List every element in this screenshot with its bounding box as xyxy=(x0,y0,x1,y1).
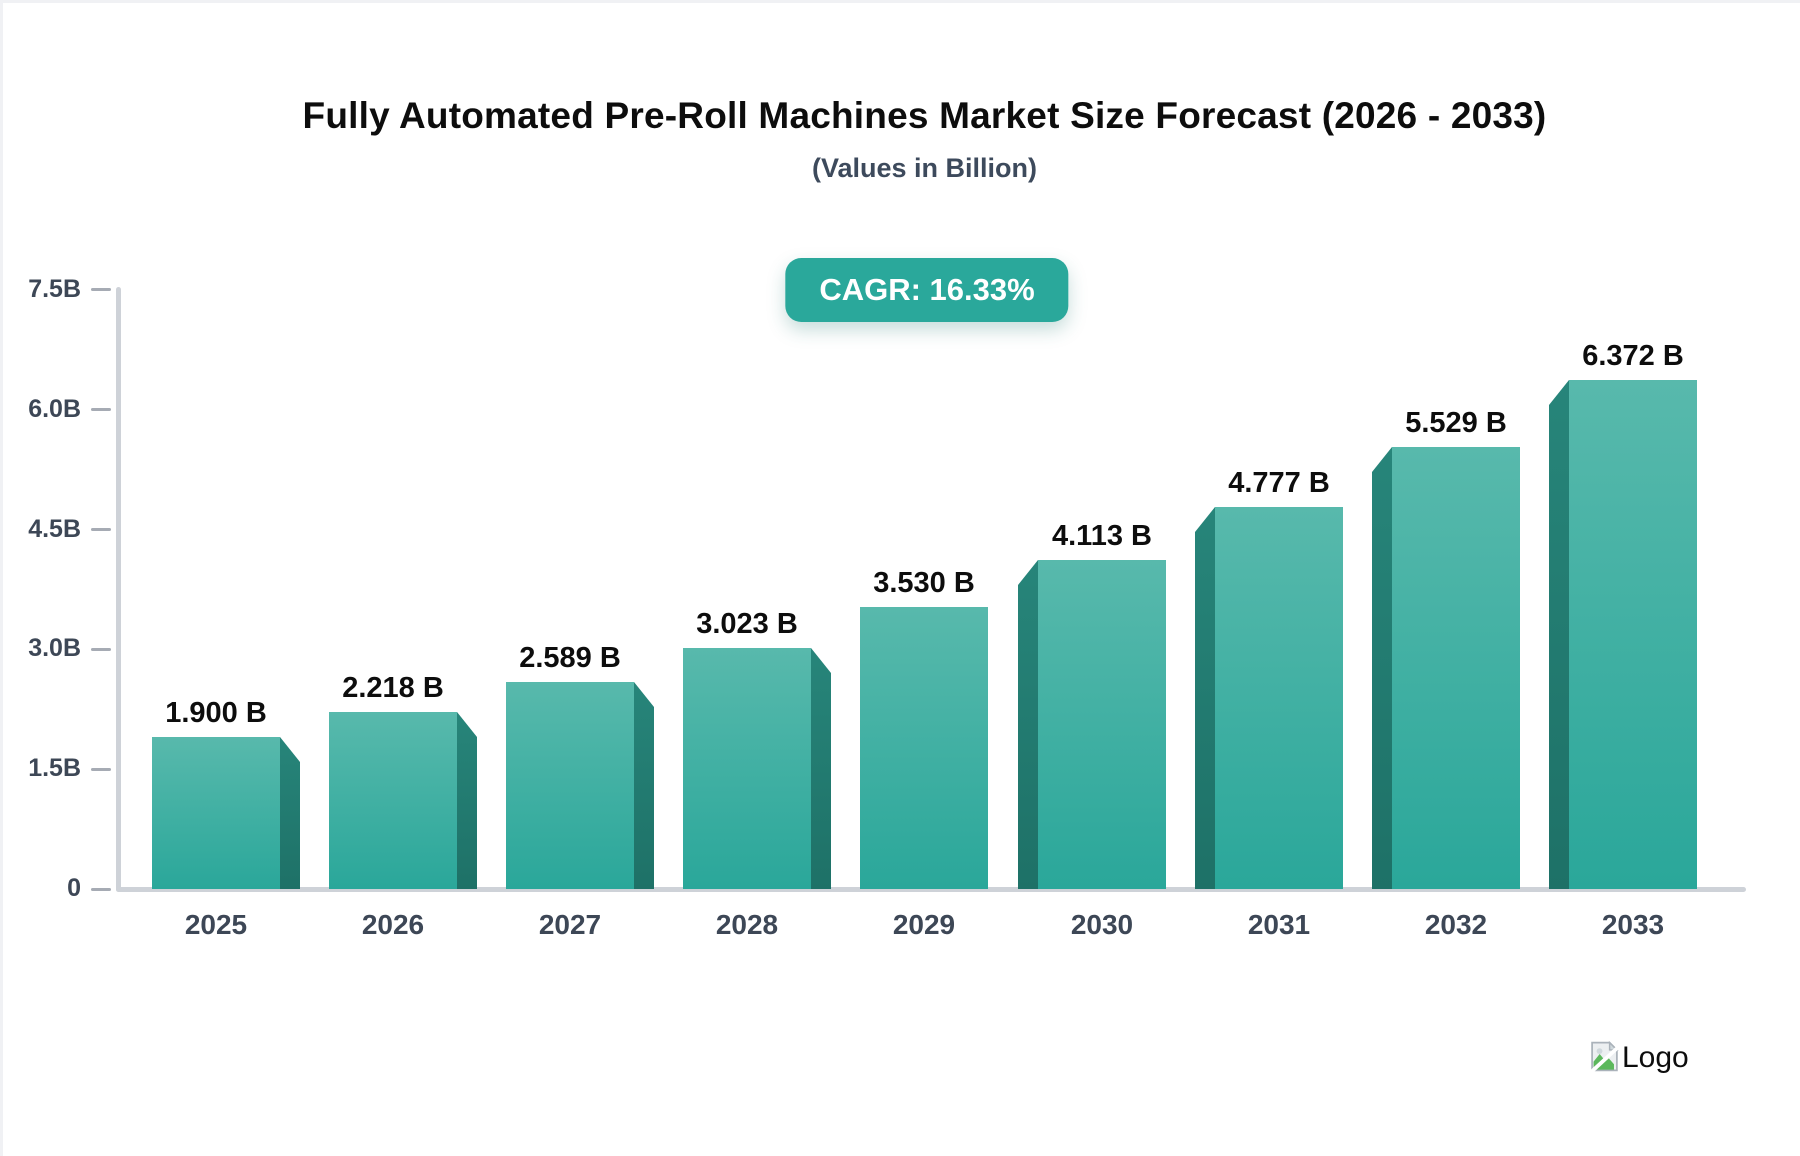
bar-value-label: 2.218 B xyxy=(342,672,444,704)
y-tick-mark xyxy=(91,528,111,532)
bar-value-label: 5.529 B xyxy=(1405,407,1507,439)
x-tick-label-2033: 2033 xyxy=(1601,909,1665,940)
bar-value-label: 4.777 B xyxy=(1228,467,1330,499)
bar-value-label: 3.530 B xyxy=(873,567,975,599)
cagr-badge: CAGR: 16.33% xyxy=(785,258,1069,322)
bar-2026 xyxy=(329,712,477,889)
bar-2025 xyxy=(152,737,300,889)
y-tick-mark xyxy=(91,647,111,651)
bar-2030 xyxy=(1018,560,1166,889)
bar-2028 xyxy=(683,648,831,889)
bar-2029 xyxy=(860,607,988,889)
bar-value-label: 4.113 B xyxy=(1052,520,1152,552)
y-tick-label: 7.5B xyxy=(28,274,81,303)
x-axis-line xyxy=(116,887,1746,892)
y-axis-line xyxy=(116,287,121,892)
bar-2027 xyxy=(506,682,654,889)
bar-2032 xyxy=(1372,447,1520,889)
x-tick-label-2031: 2031 xyxy=(1247,909,1311,940)
chart-title: Fully Automated Pre-Roll Machines Market… xyxy=(302,95,1547,136)
chart-header: Fully Automated Pre-Roll Machines Market… xyxy=(49,95,1800,184)
logo-alt-text: Logo xyxy=(1622,1041,1689,1074)
bar-2031 xyxy=(1195,507,1343,889)
x-tick-label-2030: 2030 xyxy=(1070,909,1134,940)
y-tick-label: 1.5B xyxy=(28,754,81,783)
bar-value-label: 3.023 B xyxy=(696,608,798,640)
y-tick-label: 4.5B xyxy=(28,514,81,543)
y-tick-label: 3.0B xyxy=(28,634,81,663)
x-tick-label-2028: 2028 xyxy=(715,909,779,940)
x-tick-label-2026: 2026 xyxy=(361,909,425,940)
y-tick-mark xyxy=(91,887,111,891)
bar-value-label: 1.900 B xyxy=(165,697,267,729)
y-tick-mark xyxy=(91,408,111,412)
bar-2033 xyxy=(1549,380,1697,889)
chart-subtitle: (Values in Billion) xyxy=(811,153,1038,183)
bar-chart: 7.5B 6.0B 4.5B 3.0B 1.5B 0 1.900 B 2025 xyxy=(3,3,1800,1156)
y-tick-label: 6.0B xyxy=(28,394,81,423)
bar-value-label: 2.589 B xyxy=(519,642,621,674)
y-tick-mark xyxy=(91,767,111,771)
y-tick-mark xyxy=(91,288,111,292)
bar-value-label: 6.372 B xyxy=(1582,340,1684,372)
x-tick-label-2032: 2032 xyxy=(1424,909,1488,940)
cagr-badge-label: CAGR: 16.33% xyxy=(819,272,1035,307)
x-tick-label-2027: 2027 xyxy=(538,909,602,940)
logo-placeholder: Logo xyxy=(1587,1039,1689,1074)
x-tick-label-2029: 2029 xyxy=(892,909,956,940)
y-tick-label: 0 xyxy=(67,874,81,902)
x-tick-label-2025: 2025 xyxy=(184,909,248,940)
broken-image-icon xyxy=(1587,1039,1622,1074)
